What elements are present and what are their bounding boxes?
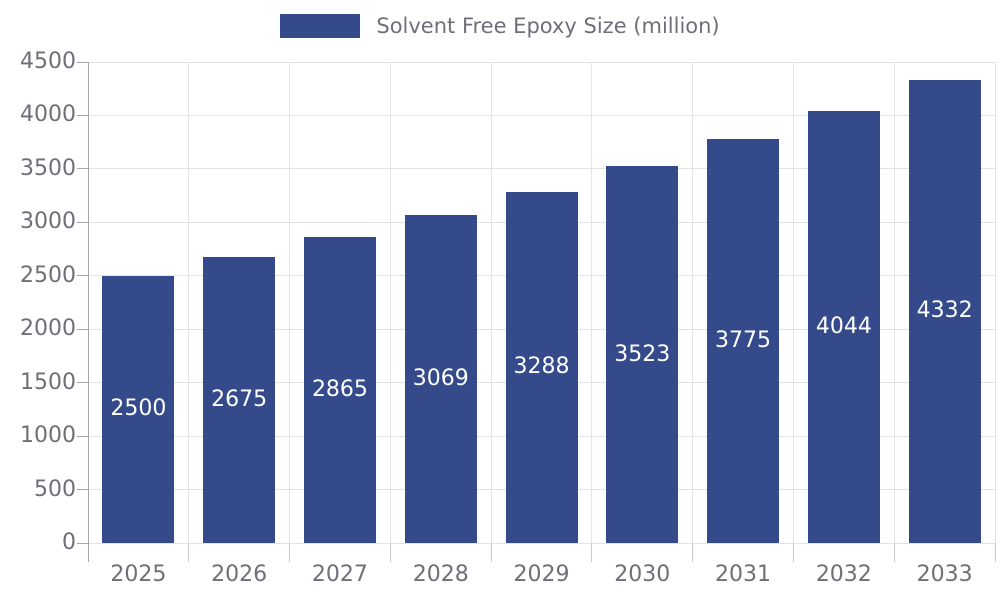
x-axis-tick-label: 2027 [311,562,368,587]
x-gridline [994,62,996,543]
x-gridline [389,62,391,543]
x-axis-tick-label: 2031 [715,562,772,587]
y-axis-tick-label: 1000 [20,423,76,449]
x-axis-tick [692,543,694,562]
bar[interactable] [807,110,880,543]
y-axis-tick-label: 4000 [20,102,76,128]
y-axis-tick-label: 2500 [20,262,76,288]
y-gridline [88,168,995,170]
x-gridline [188,62,190,543]
y-gridline [88,61,995,63]
y-gridline [88,542,995,544]
x-axis-tick [389,543,391,562]
legend[interactable]: Solvent Free Epoxy Size (million) [0,14,1000,38]
bar[interactable] [404,214,477,543]
y-axis-tick [77,489,88,491]
x-axis-tick-label: 2030 [614,562,671,587]
y-axis-tick [77,275,88,277]
x-axis-tick-label: 2033 [916,562,973,587]
y-axis-tick [77,168,88,170]
x-gridline [792,62,794,543]
x-gridline [490,62,492,543]
x-axis-tick [792,543,794,562]
y-axis-tick [77,328,88,330]
x-axis-tick [188,543,190,562]
x-axis-tick-label: 2029 [513,562,570,587]
y-axis-tick [77,542,88,544]
x-axis-tick [490,543,492,562]
bar[interactable] [606,166,679,543]
x-axis-tick [994,543,996,562]
bar[interactable] [707,139,780,543]
y-axis-line [87,62,89,562]
x-gridline [289,62,291,543]
bar[interactable] [102,275,175,543]
bar[interactable] [908,79,981,543]
x-gridline [893,62,895,543]
y-axis-tick-label: 1500 [20,369,76,395]
x-gridline [591,62,593,543]
y-axis-tick-label: 500 [34,476,76,502]
x-axis-tick [591,543,593,562]
legend-label: Solvent Free Epoxy Size (million) [376,14,720,38]
x-axis-tick-label: 2032 [815,562,872,587]
y-axis-tick-label: 3000 [20,209,76,235]
bar[interactable] [505,191,578,543]
x-axis-tick [289,543,291,562]
bar[interactable] [203,257,276,543]
bar[interactable] [303,236,376,543]
y-axis-tick [77,435,88,437]
y-axis-tick [77,61,88,63]
y-axis-tick [77,221,88,223]
x-axis-tick-label: 2025 [110,562,167,587]
legend-swatch [280,14,361,38]
y-axis-tick [77,382,88,384]
y-axis-tick-label: 2000 [20,316,76,342]
y-axis-tick [77,114,88,116]
y-axis-tick-label: 3500 [20,155,76,181]
x-axis-tick [893,543,895,562]
x-axis-tick-label: 2026 [211,562,268,587]
y-axis-tick-label: 4500 [20,49,76,74]
x-gridline [692,62,694,543]
y-gridline [88,114,995,116]
x-axis-tick-label: 2028 [412,562,469,587]
y-axis-tick-label: 0 [62,530,76,555]
